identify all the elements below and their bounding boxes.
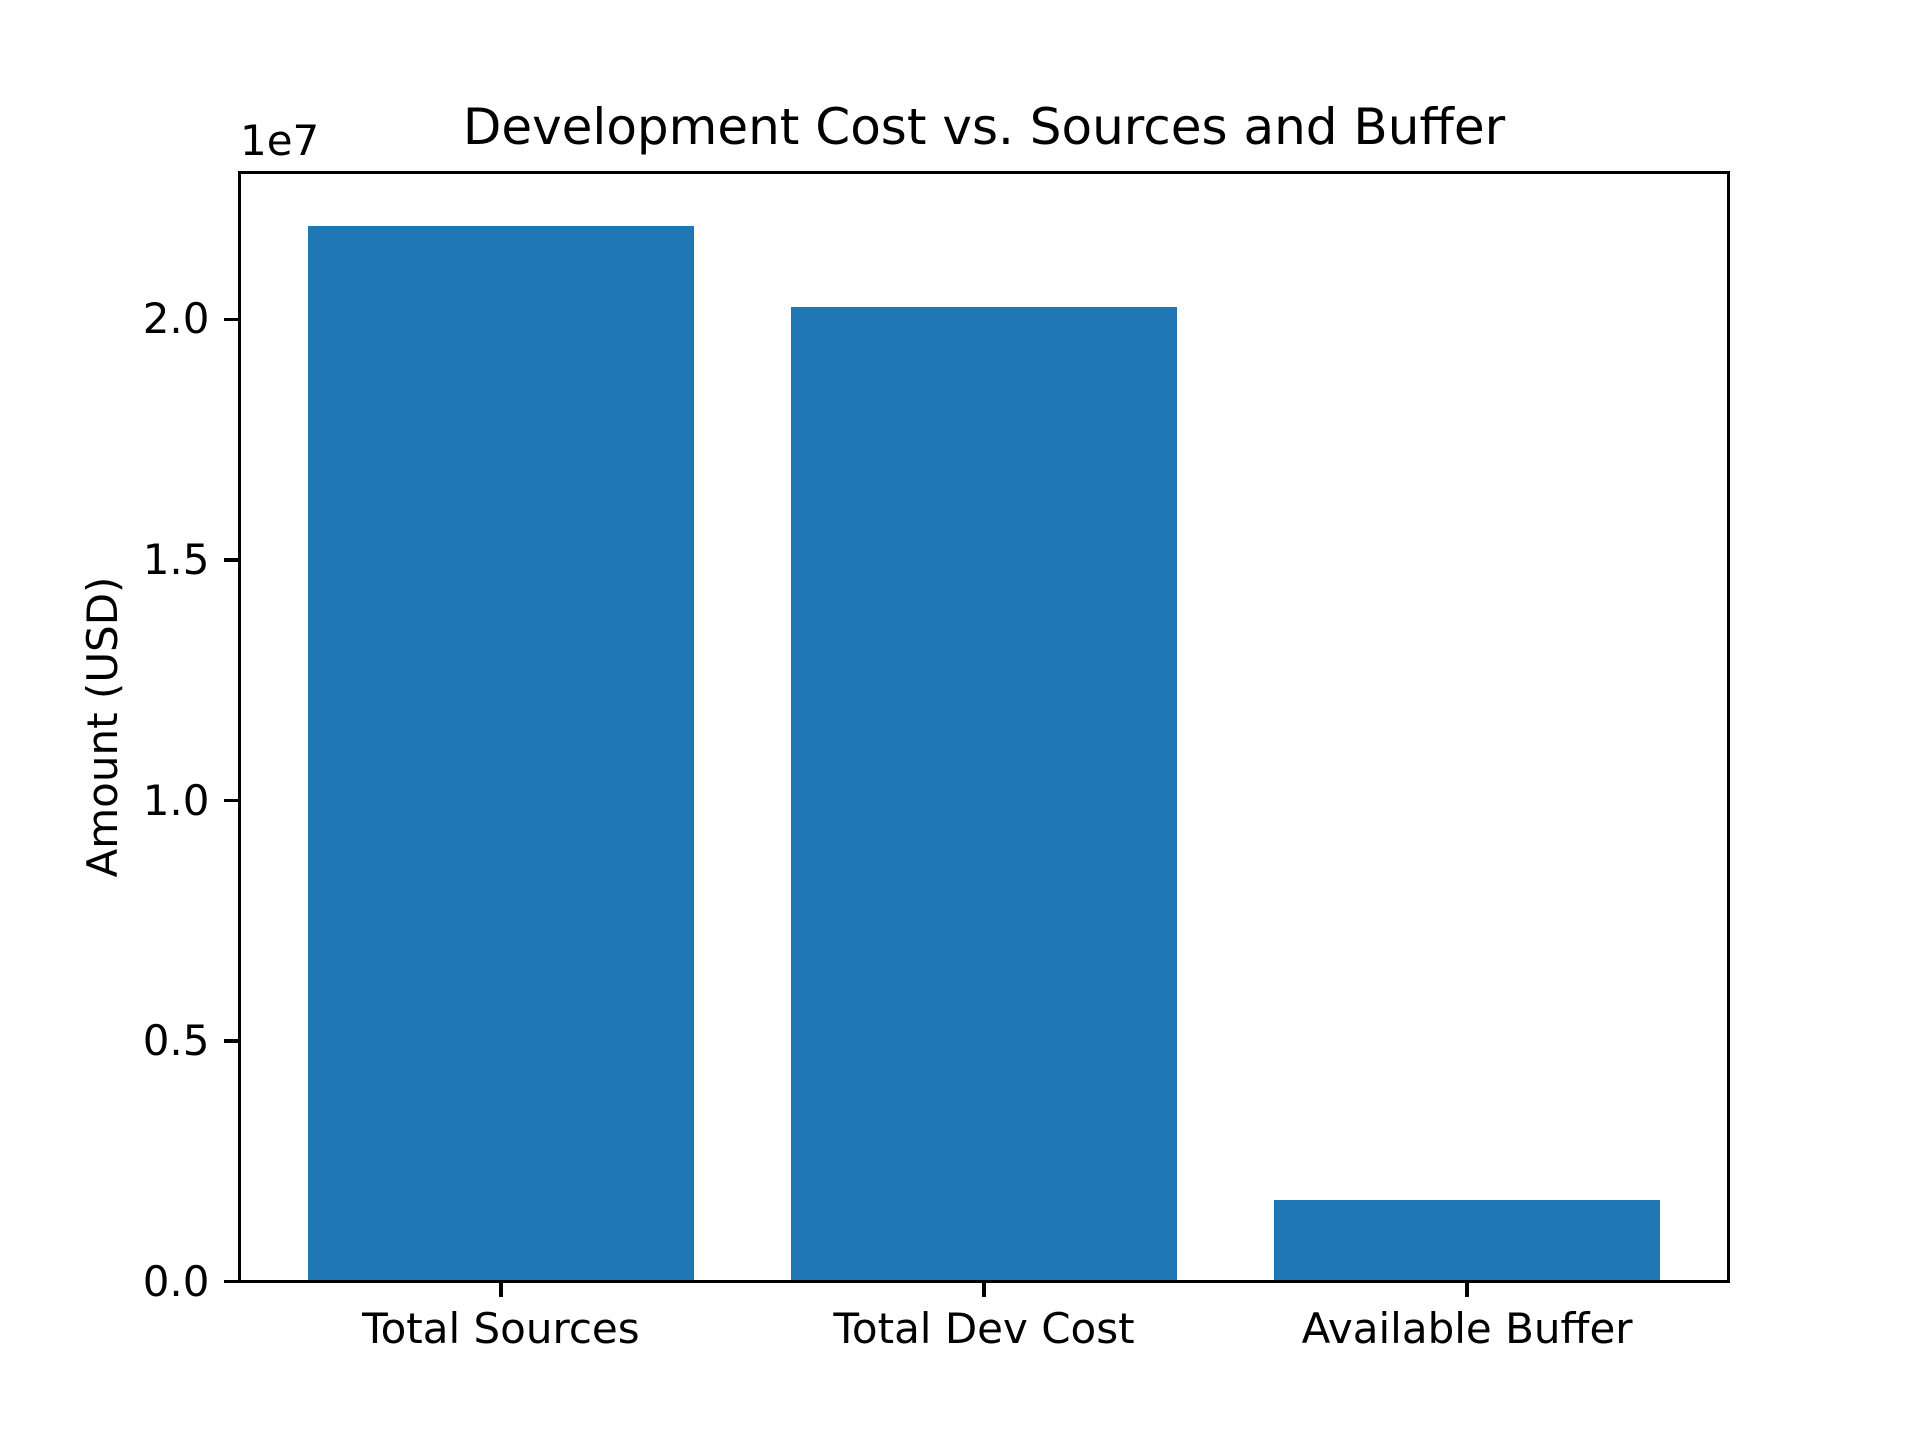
y-axis-offset-label: 1e7 (240, 116, 320, 165)
bar-available-buffer (1273, 1199, 1661, 1282)
x-tick-mark (499, 1281, 503, 1297)
y-tick-mark (223, 1039, 239, 1043)
bar-total-dev-cost (790, 307, 1178, 1282)
x-tick-label: Total Dev Cost (833, 1304, 1135, 1353)
y-tick-mark (223, 558, 239, 562)
y-tick-label: 1.0 (142, 775, 210, 825)
chart-title: Development Cost vs. Sources and Buffer (462, 98, 1506, 156)
x-tick-label: Total Sources (362, 1304, 640, 1353)
y-axis-label: Amount (USD) (78, 576, 127, 878)
y-tick-label: 0.5 (142, 1016, 210, 1066)
y-tick-label: 2.0 (142, 294, 210, 344)
x-tick-label: Available Buffer (1301, 1304, 1633, 1353)
y-tick-mark (223, 317, 239, 322)
y-tick-mark (223, 798, 239, 803)
y-tick-mark (223, 1279, 239, 1284)
x-tick-mark (982, 1281, 986, 1297)
bar-total-sources (307, 225, 695, 1282)
y-tick-label: 1.5 (142, 534, 210, 584)
y-tick-label: 0.0 (142, 1256, 210, 1306)
x-tick-mark (1465, 1281, 1469, 1297)
